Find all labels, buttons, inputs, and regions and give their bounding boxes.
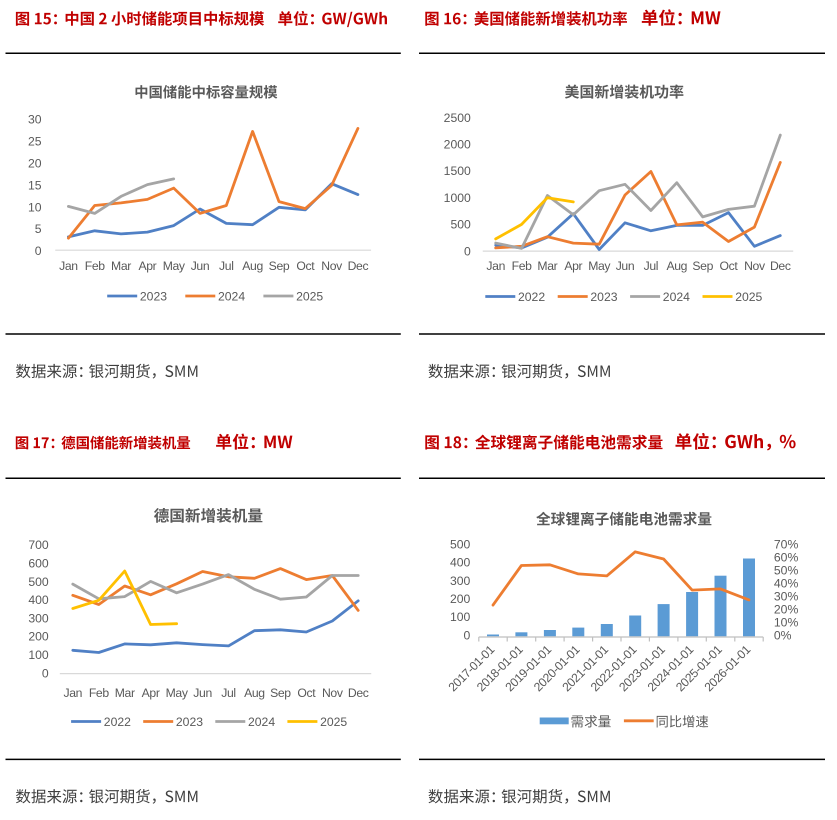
svg-text:Aug: Aug: [242, 259, 263, 273]
svg-text:Dec: Dec: [348, 686, 369, 700]
svg-text:500: 500: [28, 575, 49, 589]
svg-text:Mar: Mar: [537, 259, 557, 273]
svg-text:0: 0: [35, 244, 42, 258]
svg-text:0: 0: [464, 244, 471, 258]
svg-text:Dec: Dec: [348, 259, 369, 273]
svg-text:10%: 10%: [774, 616, 799, 630]
svg-text:10: 10: [28, 200, 42, 214]
svg-text:Feb: Feb: [85, 259, 106, 273]
svg-text:Nov: Nov: [744, 259, 766, 273]
svg-text:May: May: [166, 686, 189, 700]
svg-text:600: 600: [28, 556, 49, 570]
svg-text:May: May: [163, 259, 186, 273]
svg-text:200: 200: [28, 630, 49, 644]
svg-text:2023: 2023: [590, 290, 617, 304]
svg-text:700: 700: [28, 538, 49, 552]
svg-text:Jan: Jan: [486, 259, 505, 273]
svg-text:2024: 2024: [218, 289, 245, 303]
svg-text:Oct: Oct: [296, 259, 315, 273]
svg-text:2022: 2022: [518, 290, 545, 304]
svg-text:300: 300: [28, 611, 49, 625]
svg-text:2500: 2500: [444, 111, 471, 125]
svg-text:25: 25: [28, 135, 42, 149]
svg-text:1500: 1500: [444, 164, 471, 178]
svg-text:0%: 0%: [774, 629, 792, 643]
svg-text:30: 30: [28, 113, 42, 127]
svg-text:Feb: Feb: [512, 259, 533, 273]
svg-text:30%: 30%: [774, 590, 799, 604]
svg-text:2025: 2025: [735, 290, 762, 304]
svg-text:5: 5: [35, 222, 42, 236]
svg-text:0: 0: [42, 666, 49, 680]
svg-text:Jul: Jul: [221, 686, 236, 700]
svg-text:100: 100: [450, 610, 471, 624]
svg-text:Sep: Sep: [269, 259, 290, 273]
svg-text:Jun: Jun: [191, 259, 210, 273]
svg-text:Apr: Apr: [142, 686, 160, 700]
svg-text:2022: 2022: [104, 715, 131, 729]
svg-text:70%: 70%: [774, 538, 799, 552]
svg-text:20%: 20%: [774, 603, 799, 617]
svg-text:0: 0: [464, 628, 471, 642]
svg-text:Apr: Apr: [138, 259, 156, 273]
svg-text:300: 300: [450, 574, 471, 588]
svg-text:2023: 2023: [140, 289, 167, 303]
svg-text:Jun: Jun: [616, 259, 635, 273]
svg-text:Apr: Apr: [564, 259, 582, 273]
svg-text:1000: 1000: [444, 191, 471, 205]
svg-text:Mar: Mar: [111, 259, 131, 273]
svg-text:Jun: Jun: [193, 686, 212, 700]
svg-text:Aug: Aug: [244, 686, 265, 700]
svg-text:Oct: Oct: [297, 686, 316, 700]
svg-text:Sep: Sep: [270, 686, 291, 700]
svg-text:Jul: Jul: [644, 259, 659, 273]
svg-text:Jan: Jan: [59, 259, 78, 273]
svg-text:400: 400: [28, 593, 49, 607]
svg-text:2025: 2025: [296, 289, 323, 303]
svg-text:50%: 50%: [774, 564, 799, 578]
svg-text:15: 15: [28, 178, 42, 192]
svg-text:Mar: Mar: [115, 686, 135, 700]
svg-text:60%: 60%: [774, 551, 799, 565]
svg-text:2023: 2023: [176, 715, 203, 729]
svg-text:Nov: Nov: [322, 686, 344, 700]
svg-text:2000: 2000: [444, 138, 471, 152]
svg-text:40%: 40%: [774, 577, 799, 591]
svg-text:Feb: Feb: [89, 686, 110, 700]
svg-text:2024: 2024: [248, 715, 275, 729]
svg-text:2025: 2025: [320, 715, 347, 729]
svg-text:Sep: Sep: [692, 259, 713, 273]
svg-text:500: 500: [450, 537, 471, 551]
svg-text:Dec: Dec: [770, 259, 791, 273]
svg-text:400: 400: [450, 556, 471, 570]
svg-text:Nov: Nov: [321, 259, 343, 273]
svg-text:200: 200: [450, 592, 471, 606]
svg-text:100: 100: [28, 648, 49, 662]
svg-text:500: 500: [450, 218, 471, 232]
svg-text:Jul: Jul: [219, 259, 234, 273]
svg-text:20: 20: [28, 157, 42, 171]
svg-text:Oct: Oct: [720, 259, 739, 273]
svg-text:Jan: Jan: [63, 686, 82, 700]
svg-text:Aug: Aug: [666, 259, 687, 273]
svg-text:2024: 2024: [663, 290, 690, 304]
svg-text:May: May: [588, 259, 611, 273]
